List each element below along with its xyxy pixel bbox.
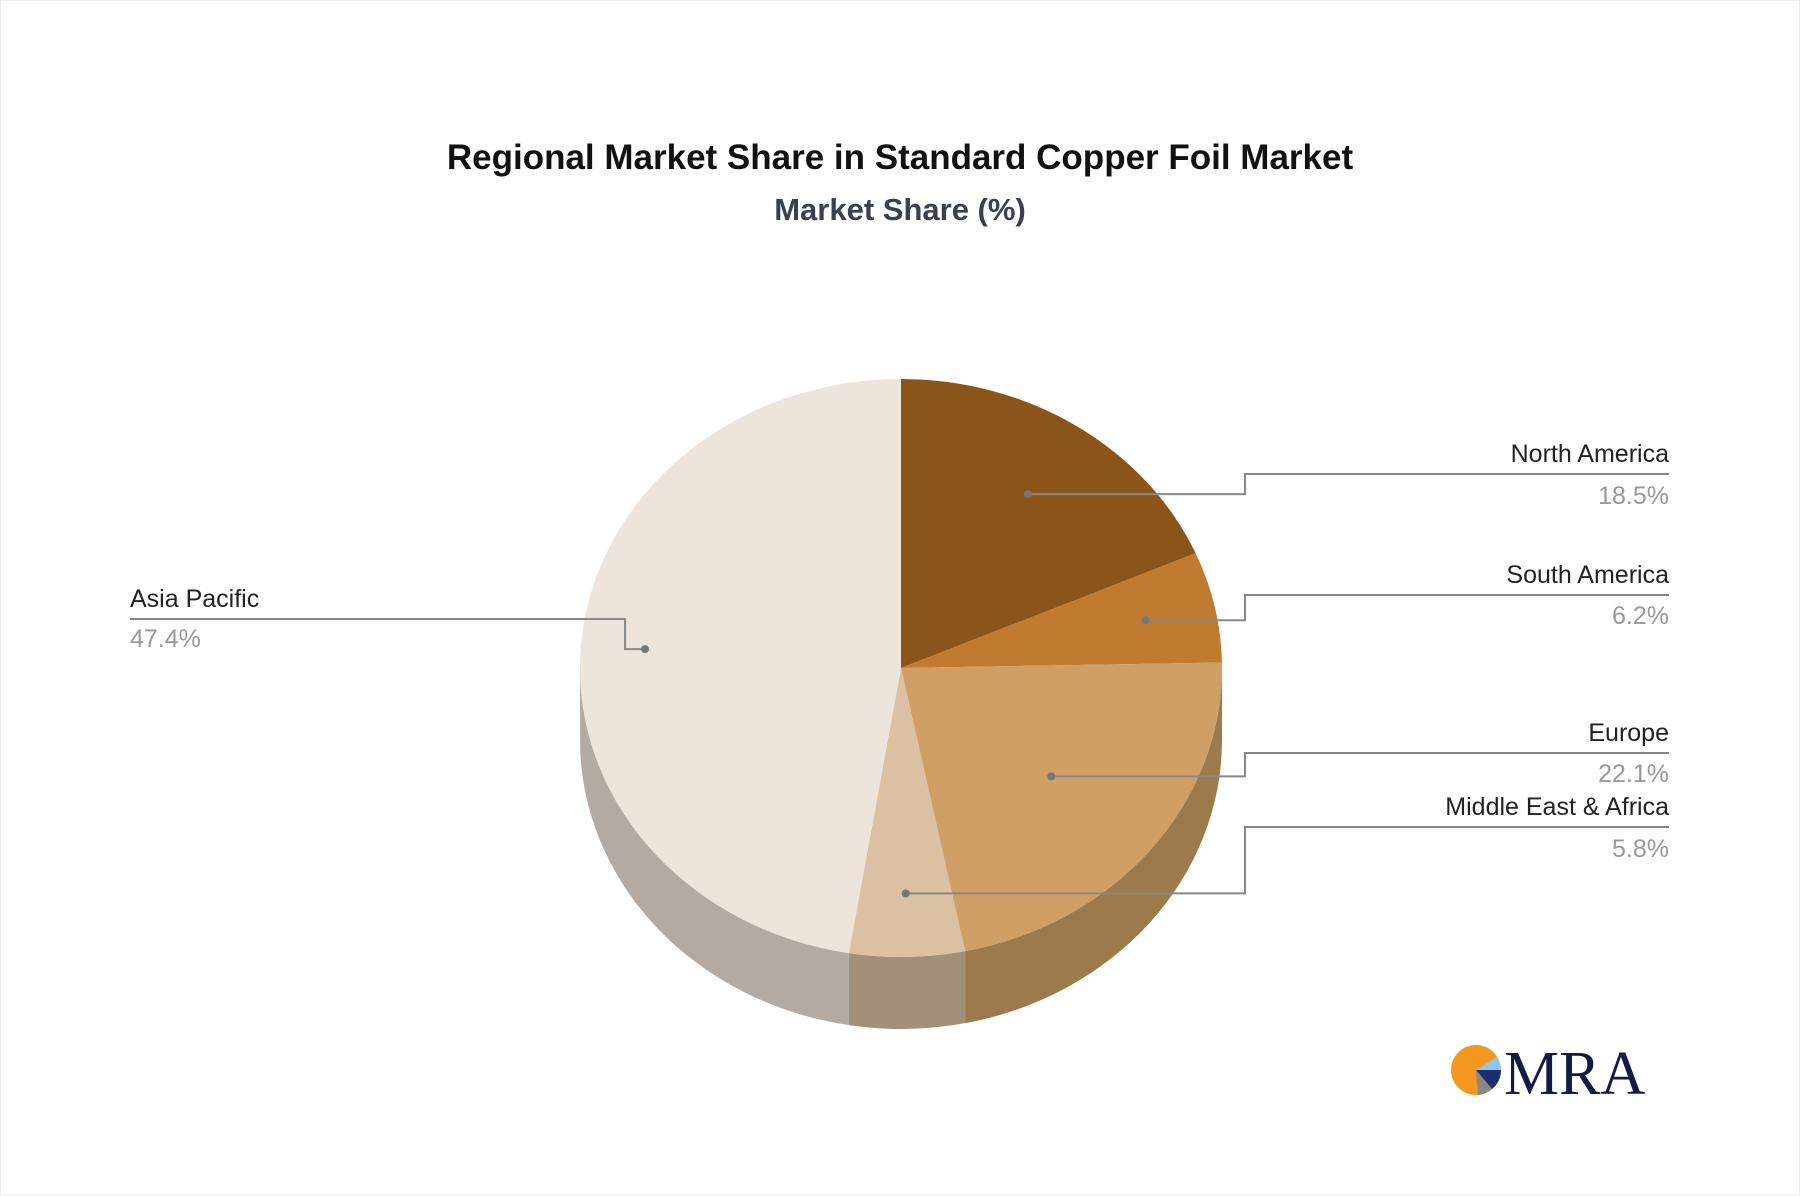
value-middle-east-africa: 5.8% xyxy=(1612,835,1669,863)
leader-dot-asia-pacific xyxy=(641,645,650,654)
label-south-america: South America xyxy=(1506,561,1669,589)
label-europe: Europe xyxy=(1588,719,1669,747)
leader-dot-middle-east-africa xyxy=(901,889,910,898)
leader-line-middle-east-africa xyxy=(905,826,1669,895)
label-asia-pacific: Asia Pacific xyxy=(130,585,259,613)
pie-side-asia-pacific xyxy=(580,668,849,1026)
leader-line-asia-pacific xyxy=(130,618,646,651)
value-south-america: 6.2% xyxy=(1612,602,1669,630)
value-asia-pacific: 47.4% xyxy=(130,625,201,653)
leader-line-south-america xyxy=(1145,594,1669,622)
pie-slice-north-america xyxy=(901,379,1196,668)
leader-line-north-america xyxy=(1027,473,1669,496)
label-middle-east-africa: Middle East & Africa xyxy=(1445,793,1669,821)
value-europe: 22.1% xyxy=(1598,760,1669,788)
chart-title: Regional Market Share in Standard Copper… xyxy=(446,138,1354,177)
leader-line-europe xyxy=(1051,752,1669,778)
leader-dot-europe xyxy=(1047,772,1056,781)
pie-slice-europe xyxy=(901,662,1223,952)
pie-slice-middle-east-africa xyxy=(848,668,966,957)
value-north-america: 18.5% xyxy=(1598,482,1669,510)
pie-side-middle-east-africa xyxy=(848,951,966,1029)
label-north-america: North America xyxy=(1511,440,1669,468)
pie-side-europe xyxy=(965,668,1222,1024)
pie-slice-south-america xyxy=(901,553,1222,668)
leader-dot-south-america xyxy=(1141,616,1150,625)
pie-slice-asia-pacific xyxy=(579,379,901,954)
leader-dot-north-america xyxy=(1023,490,1032,499)
chart-subtitle: Market Share (%) xyxy=(774,192,1026,227)
logo-icon xyxy=(1451,1045,1501,1095)
logo-text: MRA xyxy=(1504,1040,1645,1108)
